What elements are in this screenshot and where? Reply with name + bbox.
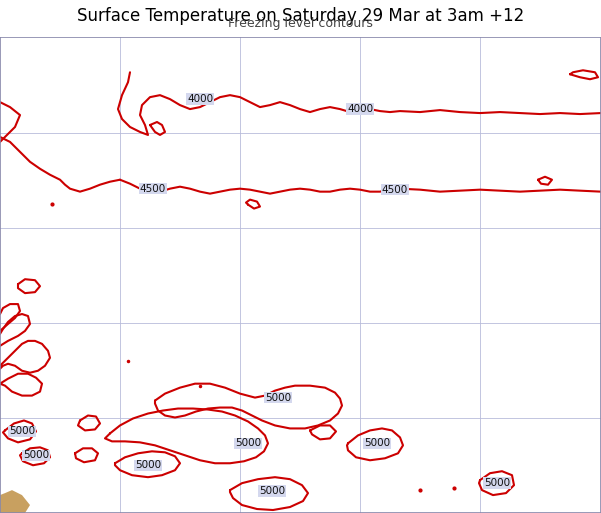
Text: 4500: 4500: [140, 184, 166, 194]
Text: 5000: 5000: [23, 450, 49, 460]
Text: 5000: 5000: [364, 439, 390, 448]
Text: 5000: 5000: [484, 478, 510, 488]
Text: 5000: 5000: [235, 439, 261, 448]
Text: 4000: 4000: [347, 104, 373, 114]
Text: 4000: 4000: [187, 94, 213, 104]
Text: 5000: 5000: [265, 392, 291, 403]
Text: 5000: 5000: [135, 460, 161, 470]
Text: 5000: 5000: [9, 426, 35, 437]
Text: Surface Temperature on Saturday 29 Mar at 3am +12: Surface Temperature on Saturday 29 Mar a…: [77, 8, 524, 26]
Polygon shape: [0, 490, 30, 513]
Text: 5000: 5000: [259, 486, 285, 496]
Text: Freezing level contours: Freezing level contours: [228, 17, 373, 30]
Text: 4500: 4500: [382, 185, 408, 194]
